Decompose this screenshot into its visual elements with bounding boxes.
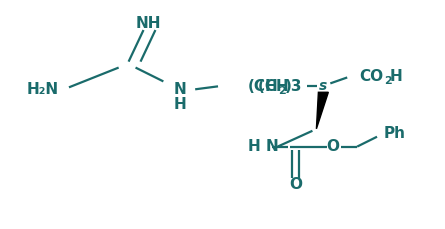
Text: CO: CO	[359, 69, 383, 84]
Text: s: s	[319, 79, 328, 93]
Text: O: O	[326, 139, 339, 154]
Text: (CH: (CH	[248, 79, 279, 94]
Text: )3: )3	[285, 79, 302, 94]
Text: (CH: (CH	[258, 79, 294, 94]
Polygon shape	[316, 92, 328, 129]
Text: H₂N: H₂N	[27, 82, 59, 97]
Text: NH: NH	[136, 16, 161, 31]
Text: H: H	[390, 69, 403, 84]
Text: 2: 2	[384, 76, 392, 86]
Text: N: N	[174, 82, 186, 97]
Text: H N: H N	[248, 139, 279, 154]
Text: H: H	[174, 97, 186, 112]
Text: Ph: Ph	[384, 126, 406, 141]
Text: O: O	[289, 177, 302, 192]
Text: 2: 2	[278, 86, 285, 96]
